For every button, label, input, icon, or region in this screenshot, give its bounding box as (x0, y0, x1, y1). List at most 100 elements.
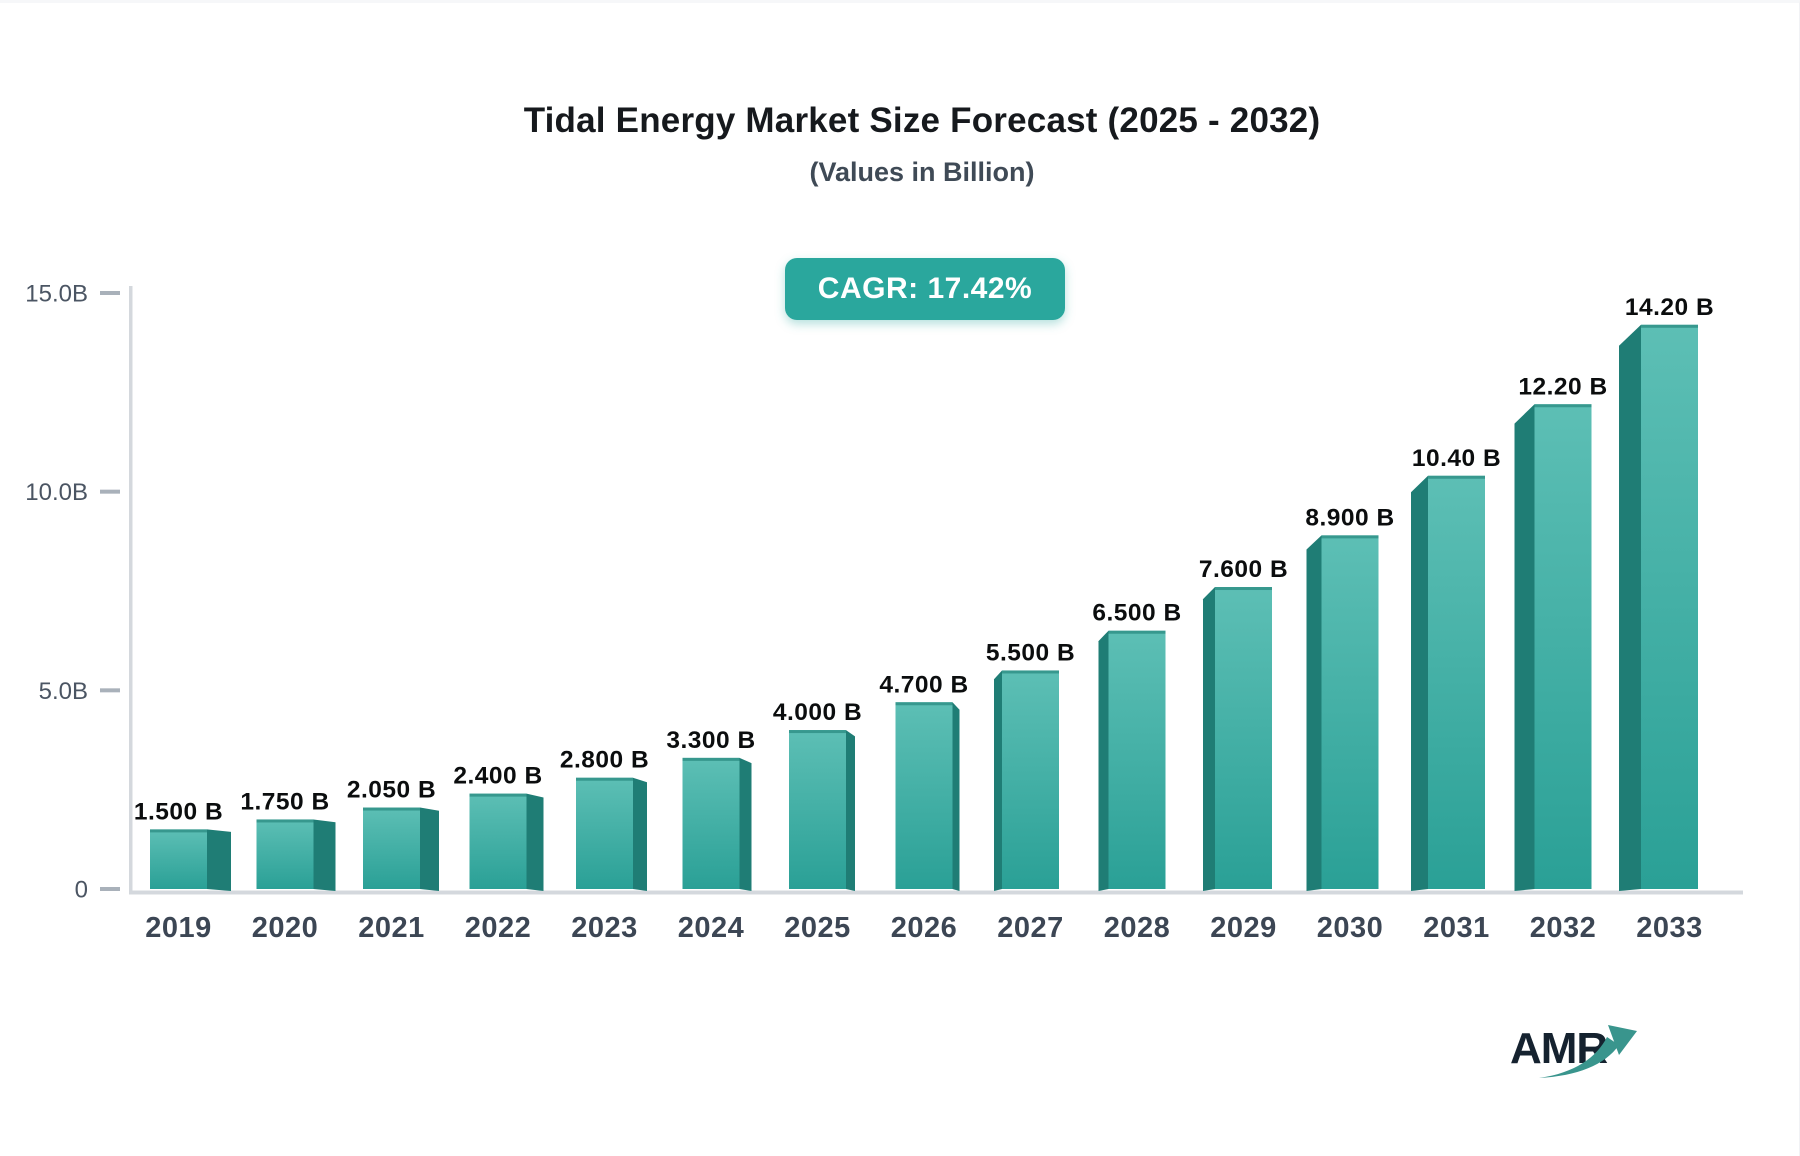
y-tick-dash (100, 887, 120, 891)
bar-2032 (1514, 404, 1592, 891)
bar-value-label-2031: 10.40 B (1412, 445, 1501, 472)
y-tick-dash (100, 291, 120, 295)
x-axis-line (129, 890, 1743, 895)
bar-value-label-2025: 4.000 B (773, 699, 862, 726)
bar-2022 (469, 793, 544, 891)
bar-value-label-2028: 6.500 B (1092, 600, 1181, 627)
bar-side-face (739, 757, 752, 891)
bar-top-edge (256, 819, 314, 823)
x-axis-label-2028: 2028 (1104, 912, 1171, 944)
bar-front-face (576, 777, 633, 889)
y-tick-label-5.0B: 5.0B (39, 678, 88, 705)
bar-top-edge (1534, 404, 1592, 408)
bar-side-face (1619, 324, 1641, 892)
x-axis-label-2023: 2023 (571, 912, 638, 944)
bar-top-edge (1428, 475, 1485, 479)
bar-front-face (1428, 475, 1485, 889)
bar-2025 (789, 730, 855, 891)
bar-value-label-2023: 2.800 B (560, 747, 649, 774)
x-axis-label-2021: 2021 (358, 912, 425, 944)
y-tick-label-10.0B: 10.0B (25, 479, 88, 506)
bar-top-edge (682, 757, 740, 761)
bar-top-edge (1002, 670, 1059, 674)
bar-top-edge (576, 777, 633, 781)
bar-value-label-2027: 5.500 B (986, 639, 1075, 666)
bar-side-face (633, 777, 647, 891)
bar-value-label-2021: 2.050 B (347, 777, 436, 804)
bar-chart: 15.0B 10.0B 5.0B 0 1.500 B 2019 1.750 B 2020 2.… (25, 281, 1743, 944)
bar-front-face (1002, 670, 1059, 889)
bar-side-face (1306, 535, 1322, 891)
bar-front-face (682, 757, 740, 889)
bar-side-face (1098, 630, 1109, 891)
bar-2023 (576, 777, 647, 891)
bar-top-edge (789, 730, 846, 734)
bar-front-face (363, 807, 420, 889)
bar-front-face (1321, 535, 1379, 889)
bar-top-edge (363, 807, 420, 811)
x-axis-label-2027: 2027 (997, 912, 1064, 944)
bar-value-label-2026: 4.700 B (879, 671, 968, 698)
bar-side-face (1411, 475, 1428, 891)
x-axis-label-2026: 2026 (891, 912, 958, 944)
bar-value-label-2033: 14.20 B (1625, 294, 1714, 321)
bar-top-edge (1108, 630, 1166, 634)
x-axis-label-2031: 2031 (1423, 912, 1490, 944)
cagr-badge-label: CAGR: 17.42% (817, 272, 1033, 305)
bar-side-face (1514, 404, 1535, 891)
bar-top-edge (1321, 535, 1379, 539)
bar-2020 (256, 819, 336, 891)
cagr-badge: CAGR: 17.42% (785, 258, 1065, 320)
chart-title: Tidal Energy Market Size Forecast (2025 … (523, 101, 1321, 140)
bar-2030 (1306, 535, 1379, 891)
bar-value-label-2029: 7.600 B (1199, 556, 1288, 583)
x-axis-label-2029: 2029 (1210, 912, 1277, 944)
y-axis-line (129, 286, 133, 892)
bar-side-face (420, 807, 439, 891)
bar-2019 (150, 829, 231, 891)
y-tick-dash (100, 688, 120, 693)
bar-top-edge (1641, 324, 1698, 328)
bar-2024 (682, 757, 752, 891)
bar-value-label-2030: 8.900 B (1305, 504, 1394, 531)
bar-value-label-2022: 2.400 B (453, 763, 542, 790)
bar-2029 (1203, 587, 1272, 891)
x-axis-label-2032: 2032 (1530, 912, 1597, 944)
bar-2027 (994, 670, 1059, 891)
bar-front-face (1534, 404, 1592, 889)
bar-top-edge (895, 702, 953, 706)
x-axis-label-2025: 2025 (784, 912, 851, 944)
bar-front-face (1215, 587, 1272, 889)
y-tick-dash (100, 489, 120, 494)
bar-side-face (313, 819, 336, 891)
bar-front-face (895, 702, 953, 889)
bar-side-face (207, 829, 231, 891)
bar-value-label-2019: 1.500 B (134, 798, 223, 825)
y-tick-label-15.0B: 15.0B (25, 281, 88, 308)
x-axis-label-2022: 2022 (465, 912, 532, 944)
bar-top-edge (150, 829, 207, 833)
bar-front-face (469, 793, 527, 889)
logo-arrow-icon (1539, 1025, 1637, 1078)
x-axis-label-2019: 2019 (145, 912, 212, 944)
bar-2031 (1411, 475, 1485, 891)
bar-value-label-2032: 12.20 B (1518, 373, 1607, 400)
bar-2028 (1098, 630, 1166, 891)
bar-front-face (1641, 324, 1698, 890)
bar-side-face (952, 702, 960, 891)
bar-top-edge (1215, 587, 1272, 591)
bar-front-face (256, 819, 314, 889)
bar-side-face (1203, 587, 1215, 891)
bar-front-face (1108, 630, 1166, 889)
bar-2026 (895, 702, 960, 891)
bar-value-label-2020: 1.750 B (240, 788, 329, 815)
x-axis-label-2030: 2030 (1317, 912, 1384, 944)
bar-front-face (789, 730, 846, 889)
y-tick-label-0: 0 (75, 877, 88, 904)
x-axis-label-2020: 2020 (252, 912, 319, 944)
bar-front-face (150, 829, 207, 889)
chart-subtitle: (Values in Billion) (809, 157, 1035, 187)
bar-top-edge (469, 793, 527, 797)
bar-2021 (363, 807, 439, 891)
